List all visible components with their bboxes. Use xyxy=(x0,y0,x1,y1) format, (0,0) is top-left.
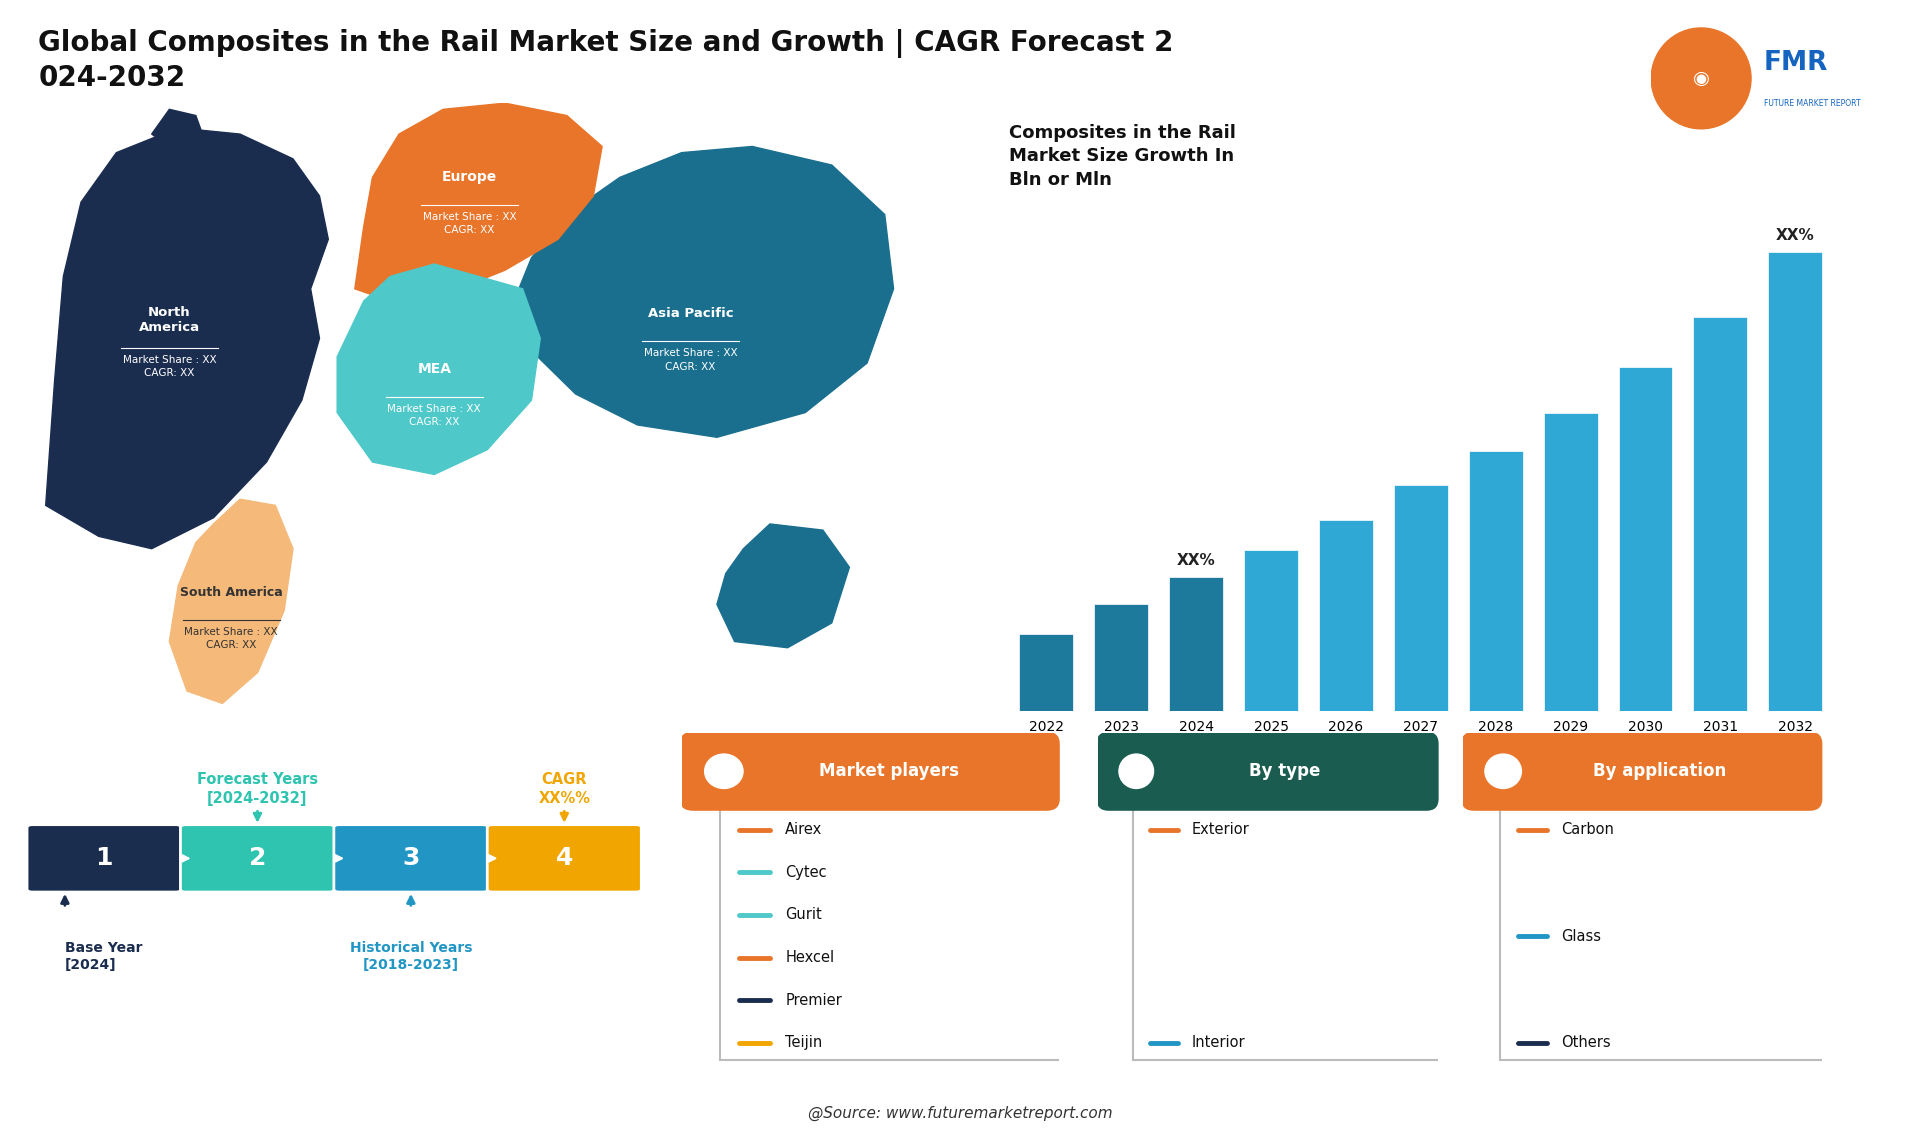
Text: By application: By application xyxy=(1594,762,1726,780)
Text: Airex: Airex xyxy=(785,822,822,838)
Text: North
America: North America xyxy=(138,306,200,333)
Circle shape xyxy=(1651,28,1751,128)
Text: Market Share : XX
CAGR: XX: Market Share : XX CAGR: XX xyxy=(123,354,217,378)
Text: MEA: MEA xyxy=(417,362,451,376)
Polygon shape xyxy=(46,128,328,549)
FancyBboxPatch shape xyxy=(334,825,488,892)
Text: Glass: Glass xyxy=(1561,928,1601,944)
Text: By type: By type xyxy=(1250,762,1321,780)
Circle shape xyxy=(1484,754,1521,788)
Bar xyxy=(1244,550,1298,711)
Bar xyxy=(1768,252,1822,711)
Polygon shape xyxy=(169,500,294,704)
Polygon shape xyxy=(716,524,849,647)
Text: 4: 4 xyxy=(555,847,572,870)
Text: @Source: www.futuremarketreport.com: @Source: www.futuremarketreport.com xyxy=(808,1106,1112,1121)
Text: CAGR
XX%%: CAGR XX%% xyxy=(538,772,589,806)
Text: Premier: Premier xyxy=(785,992,843,1007)
Text: Europe: Europe xyxy=(442,171,497,185)
FancyBboxPatch shape xyxy=(27,825,180,892)
Text: Exterior: Exterior xyxy=(1192,822,1250,838)
Bar xyxy=(1020,634,1073,711)
Text: ◉: ◉ xyxy=(1693,69,1709,88)
Bar xyxy=(1619,367,1672,711)
Polygon shape xyxy=(152,109,205,152)
FancyBboxPatch shape xyxy=(488,825,641,892)
Text: Asia Pacific: Asia Pacific xyxy=(647,307,733,320)
Bar xyxy=(1169,576,1223,711)
Text: Teijin: Teijin xyxy=(785,1035,822,1051)
Text: 3: 3 xyxy=(401,847,420,870)
Text: 2: 2 xyxy=(250,847,267,870)
Text: Carbon: Carbon xyxy=(1561,822,1615,838)
Text: Forecast Years
[2024-2032]: Forecast Years [2024-2032] xyxy=(198,772,319,806)
Text: XX%: XX% xyxy=(1776,228,1814,243)
Text: FUTURE MARKET REPORT: FUTURE MARKET REPORT xyxy=(1763,99,1860,108)
Bar xyxy=(1469,450,1523,711)
Bar xyxy=(1394,485,1448,711)
Text: Global Composites in the Rail Market Size and Growth | CAGR Forecast 2
024-2032: Global Composites in the Rail Market Siz… xyxy=(38,29,1173,92)
Polygon shape xyxy=(355,103,603,301)
Circle shape xyxy=(705,754,743,788)
FancyBboxPatch shape xyxy=(1096,731,1438,811)
FancyBboxPatch shape xyxy=(180,825,334,892)
Text: Market Share : XX
CAGR: XX: Market Share : XX CAGR: XX xyxy=(643,348,737,371)
Text: Hexcel: Hexcel xyxy=(785,950,835,965)
Text: XX%: XX% xyxy=(1177,552,1215,567)
Text: Market Share : XX
CAGR: XX: Market Share : XX CAGR: XX xyxy=(422,212,516,235)
Text: Composites in the Rail
Market Size Growth In
Bln or Mln: Composites in the Rail Market Size Growt… xyxy=(1008,124,1236,189)
Text: Market Share : XX
CAGR: XX: Market Share : XX CAGR: XX xyxy=(388,405,482,427)
FancyBboxPatch shape xyxy=(680,731,1060,811)
Text: Market players: Market players xyxy=(820,762,958,780)
Text: Market Share : XX
CAGR: XX: Market Share : XX CAGR: XX xyxy=(184,627,278,650)
Text: 1: 1 xyxy=(96,847,113,870)
Text: Historical Years
[2018-2023]: Historical Years [2018-2023] xyxy=(349,941,472,972)
Polygon shape xyxy=(515,147,893,438)
Text: Base Year
[2024]: Base Year [2024] xyxy=(65,941,142,972)
Polygon shape xyxy=(338,264,540,474)
Circle shape xyxy=(1119,754,1154,788)
FancyBboxPatch shape xyxy=(1461,731,1822,811)
Bar xyxy=(1693,317,1747,711)
Text: Cytec: Cytec xyxy=(785,865,828,880)
Text: Gurit: Gurit xyxy=(785,908,822,923)
Bar xyxy=(1094,604,1148,711)
Text: Others: Others xyxy=(1561,1035,1611,1051)
Text: FMR: FMR xyxy=(1763,50,1828,77)
Bar xyxy=(1319,519,1373,711)
Text: Interior: Interior xyxy=(1192,1035,1246,1051)
Text: South America: South America xyxy=(180,586,282,598)
Bar xyxy=(1544,413,1597,711)
